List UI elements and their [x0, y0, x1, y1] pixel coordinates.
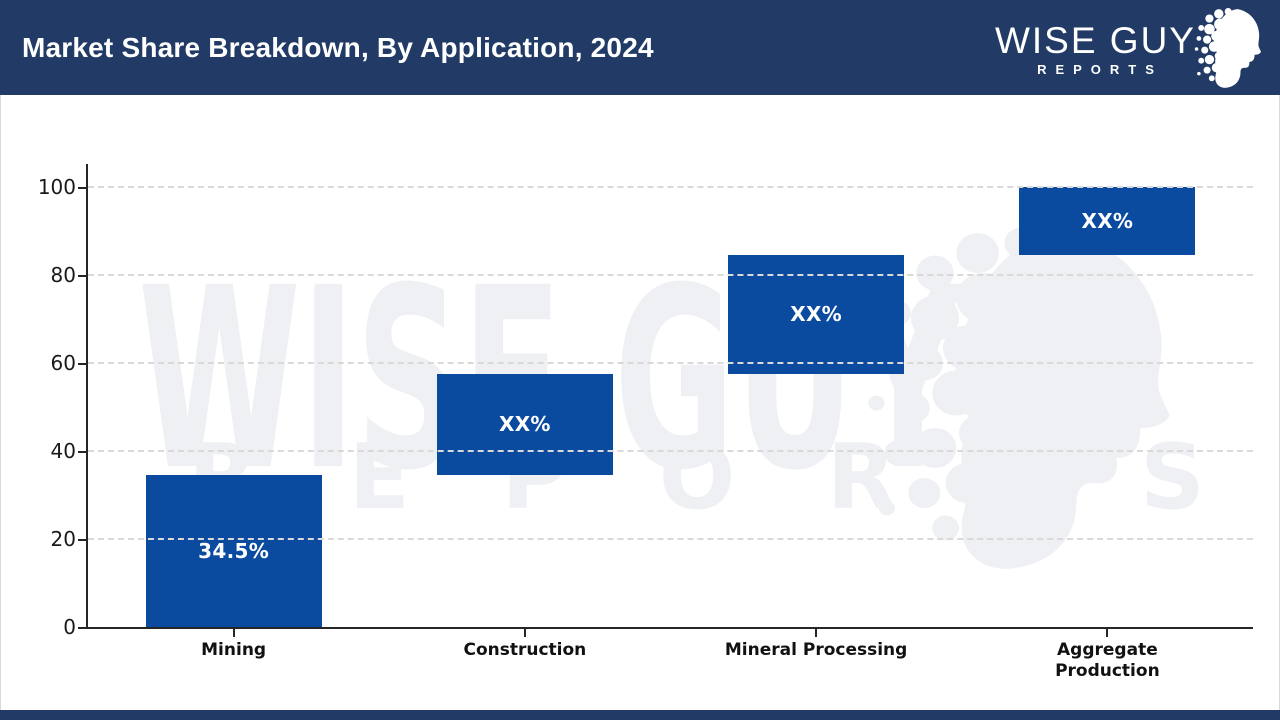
y-tick: [78, 627, 86, 629]
bar-mineral-processing: XX%: [728, 255, 905, 374]
bar-value-label: XX%: [498, 412, 551, 437]
brand-logo: WISE GUY REPORTS: [995, 8, 1264, 90]
y-tick: [78, 187, 86, 189]
gridline-40: [88, 450, 1253, 452]
page-title: Market Share Breakdown, By Application, …: [22, 31, 654, 63]
bar-construction: XX%: [436, 373, 613, 476]
footer-bar: [0, 710, 1280, 720]
y-axis-line: [86, 164, 88, 629]
x-tick: [523, 629, 526, 637]
x-tick-label: Aggregate Production: [1055, 640, 1160, 682]
bar-aggregate-production: XX%: [1019, 187, 1196, 256]
gridline-80: [88, 274, 1253, 276]
y-tick-label: 60: [50, 351, 76, 375]
x-tick-label: Mining: [201, 640, 267, 660]
chart-area: WISE GUY R E P O R T S 34.5% Mining XX% Con…: [0, 95, 1280, 710]
y-tick: [78, 539, 86, 541]
y-tick-label: 80: [50, 263, 76, 287]
bar-value-label: 34.5%: [198, 539, 270, 564]
y-tick-label: 100: [37, 175, 76, 199]
brand-logo-text: WISE GUY REPORTS: [994, 19, 1196, 78]
x-axis-line: [86, 627, 1253, 629]
gridline-60: [88, 362, 1253, 364]
bar-value-label: XX%: [790, 302, 843, 327]
x-tick: [232, 629, 235, 637]
bar-mining: 34.5%: [145, 475, 322, 627]
y-tick: [78, 451, 86, 453]
brand-name: WISE GUY: [994, 19, 1196, 61]
y-tick-label: 20: [50, 527, 76, 551]
gridline-100: [88, 186, 1253, 188]
y-tick-label: 40: [50, 439, 76, 463]
bar-value-label: XX%: [1081, 209, 1134, 234]
gridline-20: [88, 538, 1253, 540]
left-edge: [0, 95, 1, 710]
y-tick: [78, 275, 86, 277]
x-tick-label: Construction: [463, 640, 587, 660]
x-tick: [815, 629, 818, 637]
y-tick: [78, 363, 86, 365]
x-tick-label: Mineral Processing: [724, 640, 908, 660]
y-tick-label: 0: [63, 615, 76, 639]
brand-subtitle: REPORTS: [1037, 62, 1163, 78]
header: Market Share Breakdown, By Application, …: [0, 0, 1280, 95]
x-tick: [1106, 629, 1109, 637]
face-logo-icon: [1194, 8, 1261, 88]
